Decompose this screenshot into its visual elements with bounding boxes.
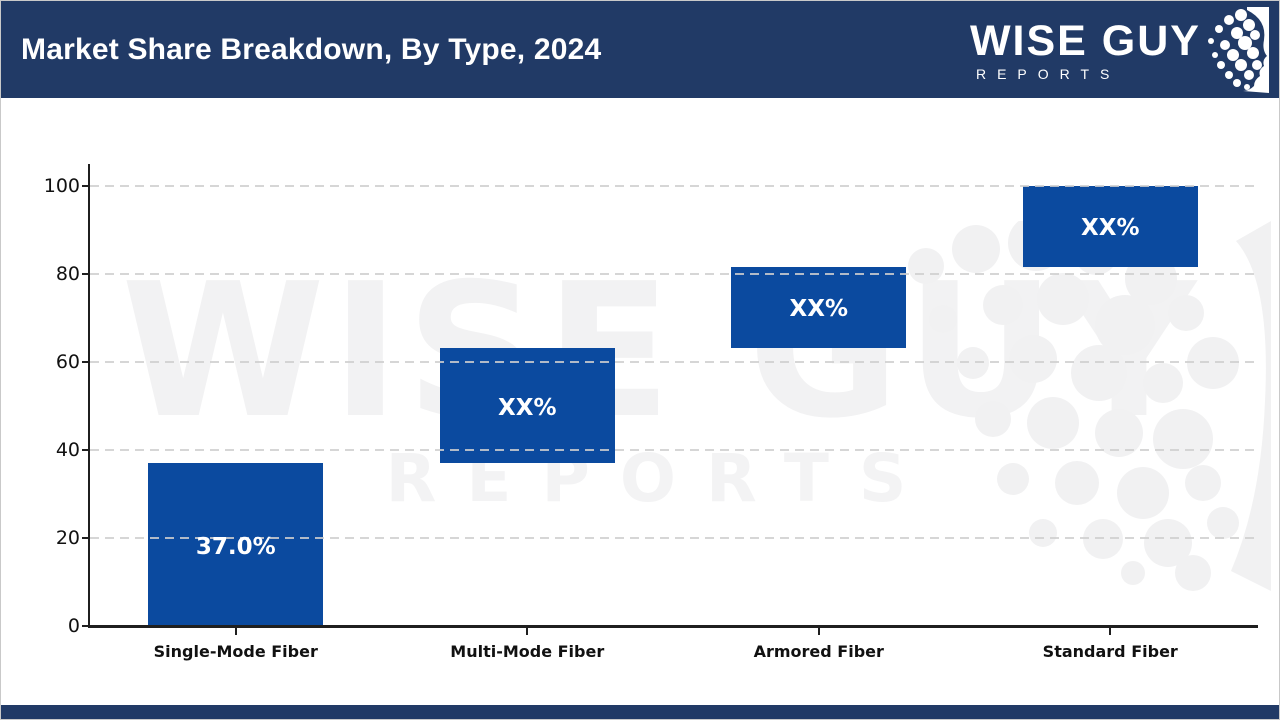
chart-title: Market Share Breakdown, By Type, 2024	[21, 32, 602, 66]
x-category-label: Standard Fiber	[1042, 642, 1178, 661]
y-tick-label: 80	[55, 263, 80, 285]
gridline-y80	[90, 273, 1256, 275]
x-tick-mark	[526, 628, 529, 635]
x-tick-mark	[817, 628, 820, 635]
y-tick-label: 100	[43, 175, 80, 197]
y-tick-label: 20	[55, 527, 80, 549]
y-axis	[88, 164, 90, 628]
gridline-y20	[90, 537, 1256, 539]
x-category-label: Multi-Mode Fiber	[450, 642, 605, 661]
bar-multi-mode-fiber	[439, 347, 615, 464]
y-tick-mark	[82, 537, 89, 539]
y-tick-label: 0	[67, 615, 80, 637]
y-tick-mark	[82, 185, 89, 187]
bar-single-mode-fiber	[148, 463, 324, 626]
footer-bar	[1, 705, 1279, 719]
wise-guy-reports-logo: WISE GUY REPORTS	[970, 7, 1269, 93]
x-axis	[88, 625, 1258, 628]
gridline-y40	[90, 449, 1256, 451]
y-tick-mark	[82, 361, 89, 363]
bar-armored-fiber	[731, 266, 907, 348]
y-tick-label: 40	[55, 439, 80, 461]
bar-standard-fiber	[1022, 186, 1198, 267]
gridline-y100	[90, 185, 1256, 187]
y-tick-mark	[82, 273, 89, 275]
logo-reports-text: REPORTS	[975, 65, 1121, 82]
logo-text: WISE GUY REPORTS	[969, 16, 1201, 82]
y-tick-mark	[82, 449, 89, 451]
x-category-label: Single-Mode Fiber	[153, 642, 318, 661]
header-bar: Market Share Breakdown, By Type, 2024 WI…	[1, 1, 1279, 98]
bar-value-label: XX%	[1080, 215, 1140, 242]
x-tick-mark	[234, 628, 237, 635]
y-tick-label: 60	[55, 351, 80, 373]
logo-dotted-face-icon	[1208, 7, 1269, 93]
watermark-dotted-face	[908, 221, 1271, 591]
bar-value-label: 37.0%	[195, 533, 276, 560]
x-category-label: Armored Fiber	[753, 642, 884, 661]
logo-wise-guy-text: WISE GUY	[969, 16, 1201, 65]
y-tick-mark	[82, 625, 89, 627]
gridline-y60	[90, 361, 1256, 363]
bar-value-label: XX%	[789, 296, 849, 323]
bar-value-label: XX%	[497, 394, 557, 421]
x-tick-mark	[1109, 628, 1112, 635]
